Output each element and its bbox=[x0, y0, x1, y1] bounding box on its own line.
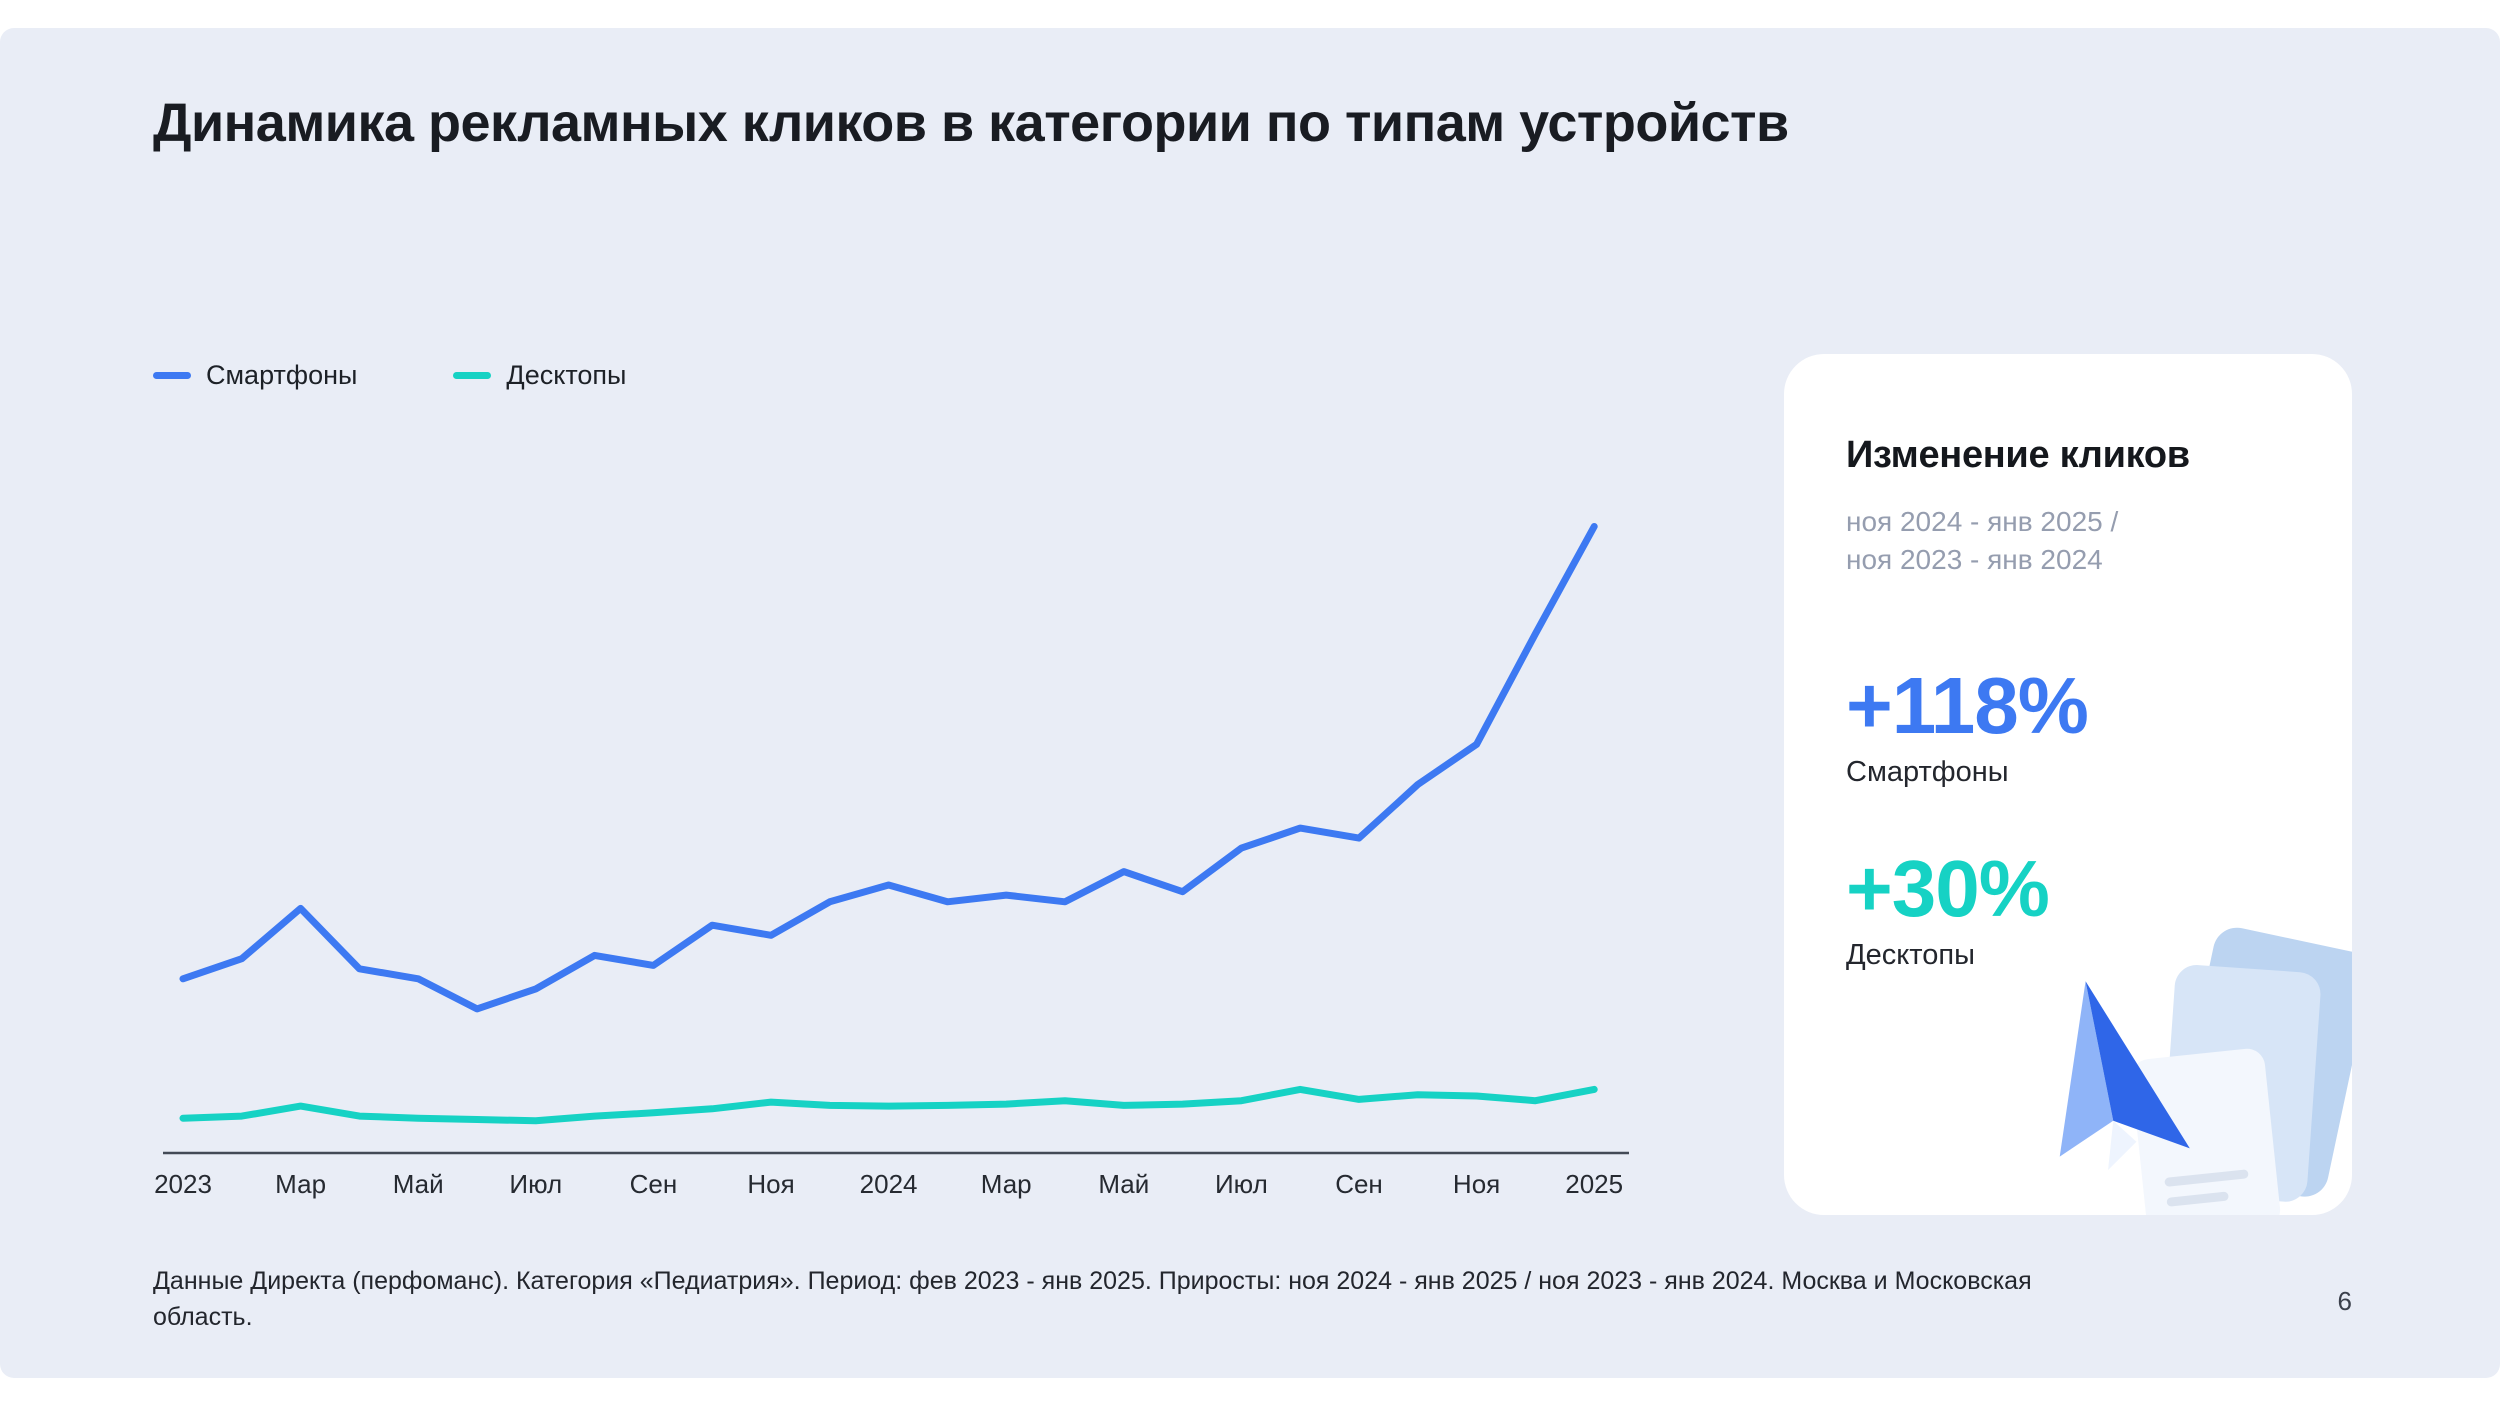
card-title: Изменение кликов bbox=[1846, 434, 2190, 476]
metric-smartphones: +118% Смартфоны bbox=[1846, 664, 2296, 789]
document bbox=[2131, 1048, 2281, 1215]
slide: Динамика рекламных кликов в категории по… bbox=[0, 28, 2500, 1378]
period-subtitle: ноя 2024 - янв 2025 / ноя 2023 - янв 202… bbox=[1846, 503, 2296, 578]
legend-label: Смартфоны bbox=[206, 360, 358, 390]
page-title: Динамика рекламных кликов в категории по… bbox=[153, 93, 1789, 153]
metric-desktops-label: Десктопы bbox=[1846, 939, 1975, 972]
chart-line-Десктопы bbox=[179, 1085, 1598, 1125]
period-subtitle-line2: ноя 2023 - янв 2024 bbox=[1846, 543, 2103, 575]
metric-desktops-value: +30% bbox=[1846, 844, 2050, 934]
folder-illustration bbox=[2059, 927, 2352, 1215]
legend-item-smartphones: Смартфоны bbox=[153, 360, 357, 391]
page-number: 6 bbox=[2337, 1286, 2352, 1316]
footnote: Данные Директа (перфоманс). Категория «П… bbox=[153, 1267, 2032, 1331]
metric-desktops: +30% Десктопы bbox=[1846, 847, 2296, 972]
line-chart bbox=[163, 523, 1629, 1155]
legend-dash-icon bbox=[453, 372, 492, 379]
legend-dash-icon bbox=[153, 372, 191, 379]
chart-line-Смартфоны bbox=[179, 523, 1598, 1013]
summary-card: Изменение кликов ноя 2024 - янв 2025 / н… bbox=[1784, 354, 2352, 1215]
period-subtitle-line1: ноя 2024 - янв 2025 / bbox=[1846, 506, 2119, 537]
legend-label: Десктопы bbox=[506, 360, 627, 390]
chart-legend: Смартфоны Десктопы bbox=[153, 360, 626, 391]
metric-smartphones-value: +118% bbox=[1846, 661, 2089, 751]
metric-smartphones-label: Смартфоны bbox=[1846, 756, 2009, 789]
legend-item-desktops: Десктопы bbox=[453, 360, 626, 391]
